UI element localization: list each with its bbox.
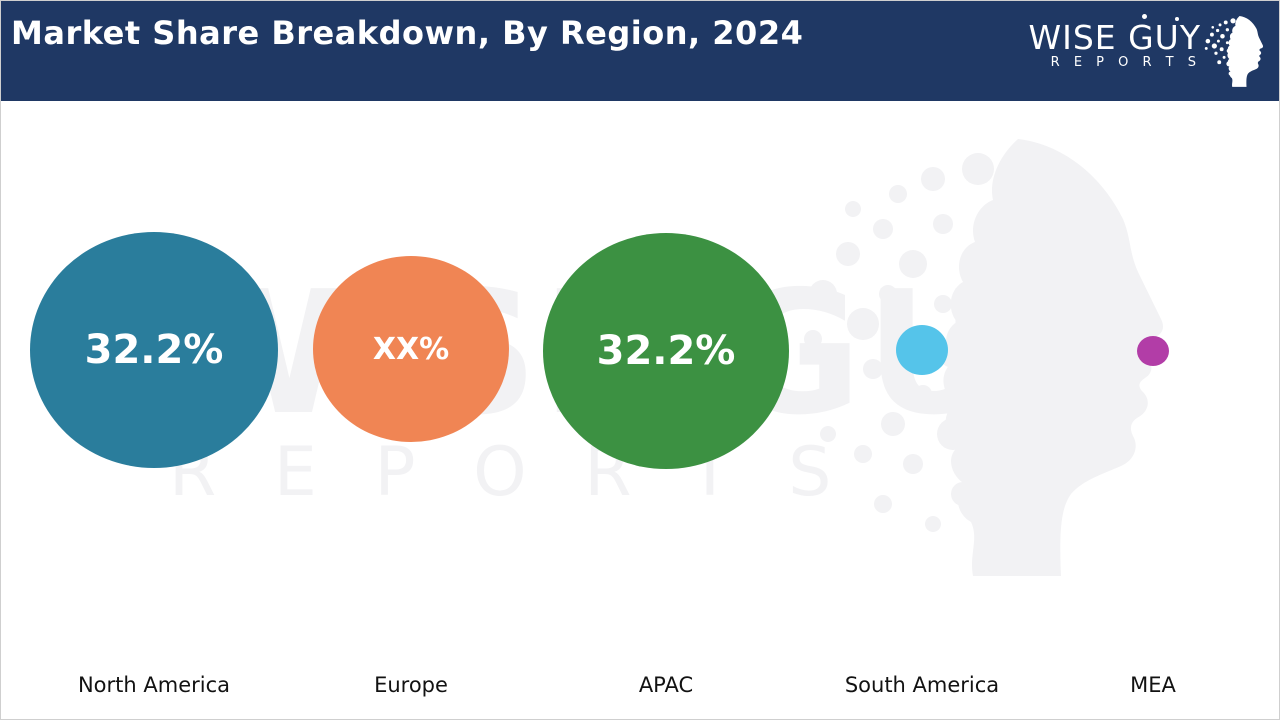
bubble-north-america: 32.2% (30, 232, 278, 468)
category-label-south-america: South America (844, 673, 1000, 697)
logo-text: WISE GUY R E P O R T S (1028, 14, 1201, 70)
logo-dot-icon (1175, 17, 1179, 21)
logo-reports-text: R E P O R T S (1050, 55, 1201, 70)
bubble-south-america (896, 325, 948, 375)
bubble-europe: XX% (313, 256, 509, 442)
bubble-value-label: 32.2% (596, 328, 736, 374)
category-label-mea: MEA (1130, 673, 1176, 697)
bubble-value-label: 32.2% (84, 327, 224, 373)
wise-guy-reports-logo: WISE GUY R E P O R T S (1028, 9, 1265, 93)
logo-dot-icon (1142, 14, 1147, 19)
category-label-europe: Europe (374, 673, 448, 697)
header-bar: Market Share Breakdown, By Region, 2024 … (1, 1, 1279, 101)
category-label-north-america: North America (77, 673, 231, 697)
bubble-value-label: XX% (372, 331, 450, 367)
logo-wordmark: WISE GUY (1028, 18, 1201, 57)
page-title: Market Share Breakdown, By Region, 2024 (11, 14, 804, 52)
category-label-apac: APAC (638, 673, 694, 697)
bubble-apac: 32.2% (543, 233, 789, 469)
logo-dotted-head-icon (1204, 15, 1264, 87)
bubble-mea (1137, 336, 1169, 366)
